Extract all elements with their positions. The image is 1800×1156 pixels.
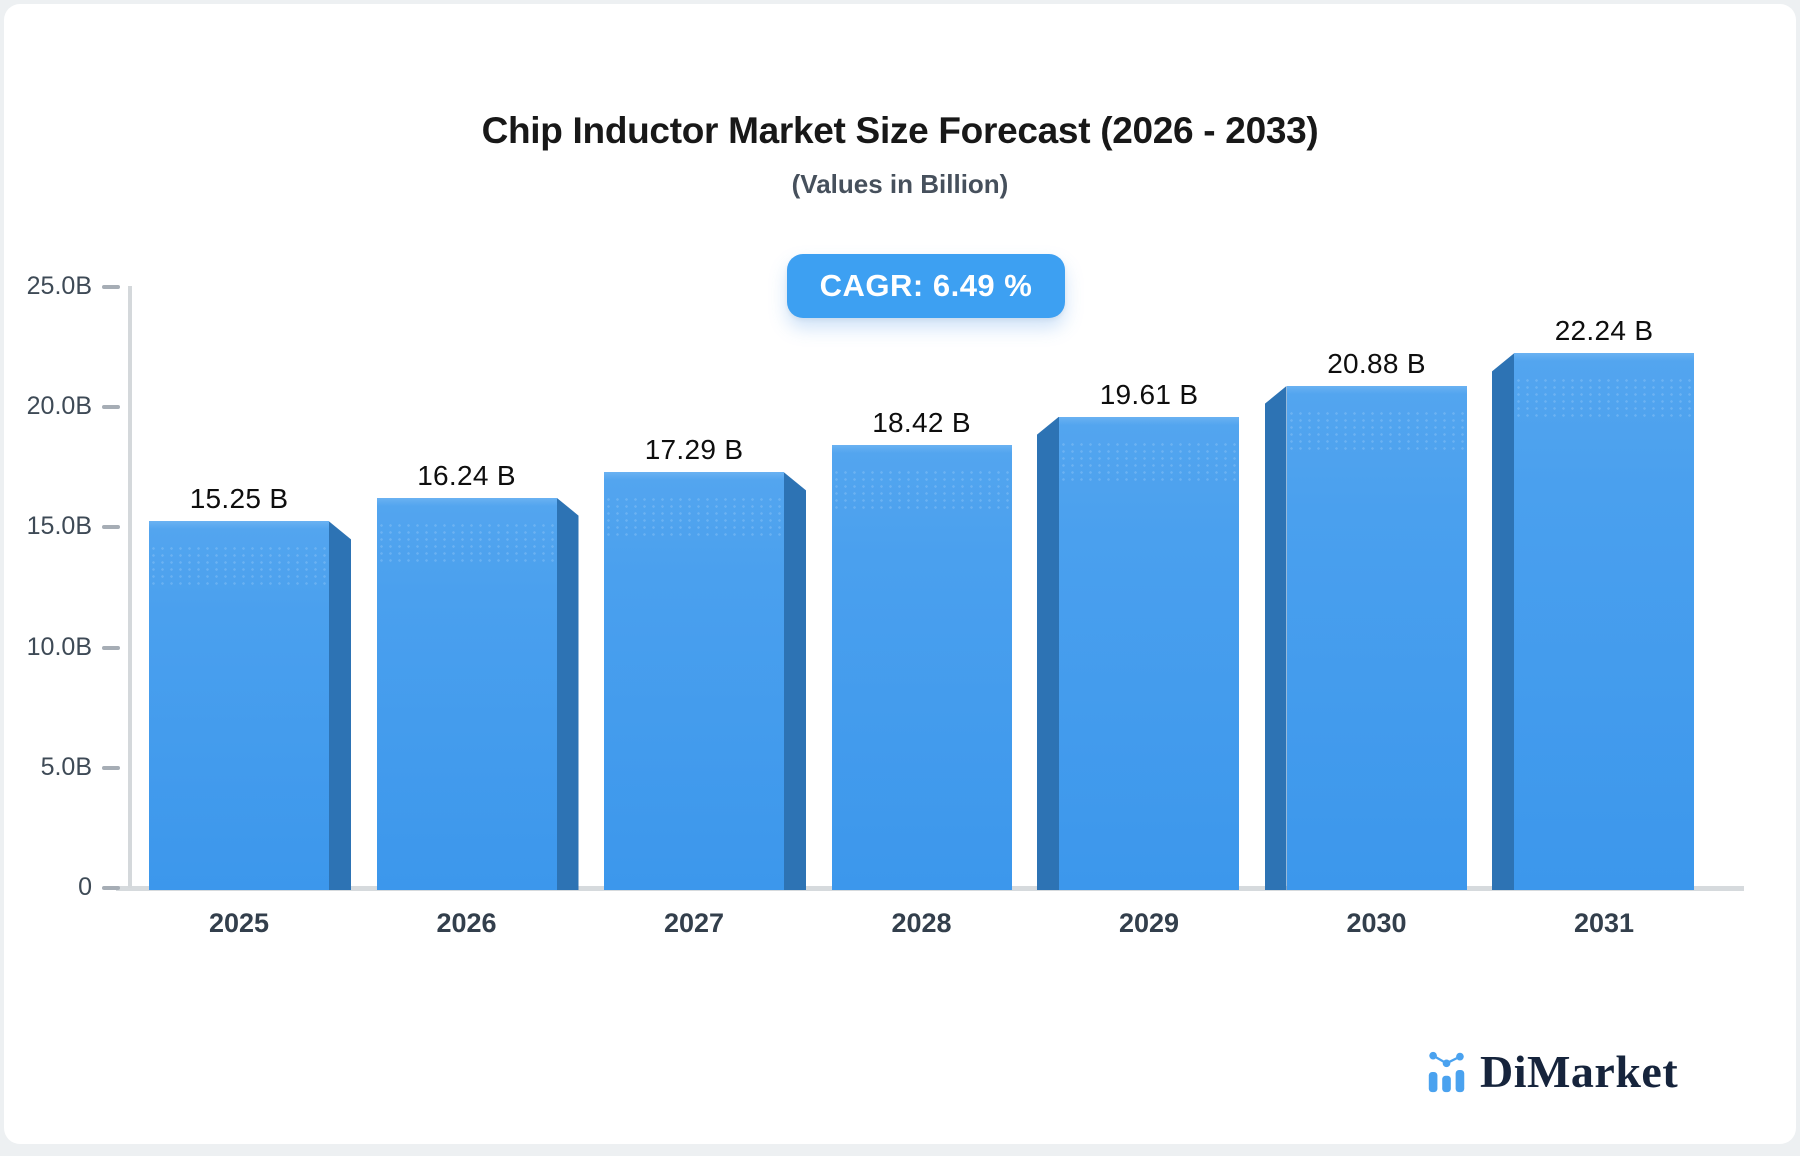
brand-name: DiMarket [1480,1045,1679,1097]
y-axis-tick-label: 25.0B [26,272,92,300]
x-axis-label-2028: 2028 [891,908,952,938]
x-axis-label-2030: 2030 [1346,908,1407,938]
bar-value-label-2027: 17.29 B [644,434,744,466]
bar-2030 [1286,386,1467,890]
y-axis-tick-label: 5.0B [40,752,92,781]
chart-title: Chip Inductor Market Size Forecast (2026… [481,110,1319,151]
x-axis-label-2027: 2027 [663,908,725,938]
bar-value-label-2029: 19.61 B [1099,378,1199,410]
y-axis-tick [102,765,120,770]
cagr-badge: CAGR: 6.49 % [787,254,1065,318]
bar-value-label-2026: 16.24 B [417,459,516,491]
bar-side-face-2026 [556,497,579,890]
bar-2027 [604,472,784,890]
bar-value-label-2030: 20.88 B [1327,348,1426,380]
x-axis-label-2031: 2031 [1573,908,1635,938]
bar-side-face-2029 [1037,416,1059,890]
bar-side-face-2025 [329,521,351,890]
y-axis-tick [102,645,120,650]
y-axis-tick-label: 20.0B [26,392,92,421]
brand-logo: DiMarket [1424,1044,1678,1098]
bar-2025 [149,521,329,890]
y-axis-line [128,286,132,888]
x-axis-label-2026: 2026 [436,908,497,938]
y-axis-tick-label: 0 [78,873,92,901]
bar-2028 [831,445,1012,890]
x-axis-label-2029: 2029 [1118,908,1180,938]
bar-2026 [376,497,557,890]
bar-2029 [1059,416,1239,890]
y-axis-tick [102,525,120,530]
bar-value-label-2025: 15.25 B [189,483,289,515]
chart-subtitle: (Values in Billion) [791,169,1009,199]
y-axis-tick-label: 15.0B [26,512,92,541]
bar-value-label-2031: 22.24 B [1554,315,1654,347]
bar-2031 [1514,353,1694,890]
x-axis-label-2025: 2025 [208,908,270,938]
bar-value-label-2028: 18.42 B [872,407,971,439]
bar-side-face-2030 [1264,386,1287,890]
y-axis-tick-label: 10.0B [26,632,92,661]
y-axis-tick [102,405,120,410]
bar-side-face-2031 [1492,353,1514,890]
bar-chart-sparkline-icon [1428,1051,1465,1093]
y-axis-tick [102,886,120,890]
bar-side-face-2027 [784,472,806,890]
y-axis-tick [102,285,120,289]
